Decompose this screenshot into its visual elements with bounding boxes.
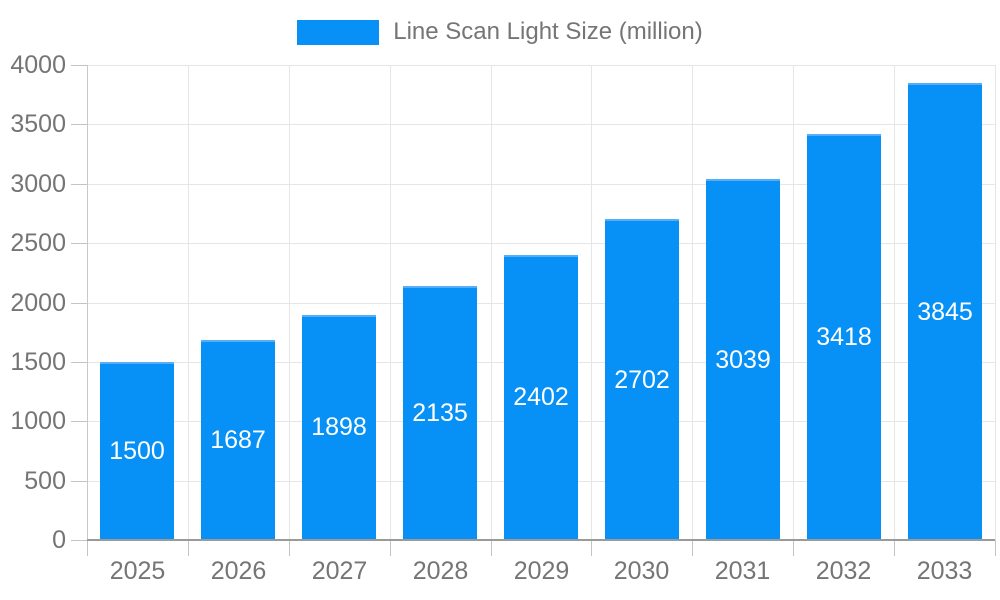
gridline-vertical [188,65,189,540]
legend: Line Scan Light Size (million) [0,16,1000,48]
x-axis-label: 2026 [210,557,267,585]
x-axis-label: 2031 [714,557,771,585]
x-axis-tick [995,540,996,556]
y-axis-tick [71,362,87,363]
gridline-vertical [491,65,492,540]
x-axis-label: 2033 [916,557,973,585]
y-axis-tick [71,65,87,66]
legend-color-swatch-icon [297,19,380,45]
y-axis-label: 1500 [10,348,66,376]
gridline-vertical [289,65,290,540]
gridline-vertical [793,65,794,540]
legend-item[interactable]: Line Scan Light Size (million) [297,18,703,46]
bar-value-label: 2702 [614,366,670,394]
y-axis-tick [71,481,87,482]
bar-2028[interactable] [403,286,477,540]
bar-2026[interactable] [201,340,275,540]
legend-label: Line Scan Light Size (million) [393,18,703,45]
y-axis-label: 3500 [10,110,66,138]
bar-value-label: 3845 [917,298,973,326]
y-axis-label: 2500 [10,229,66,257]
gridline-horizontal [87,243,995,244]
x-axis-tick [491,540,492,556]
y-axis-label: 0 [52,526,66,554]
y-axis-tick [71,540,87,541]
bar-value-label: 1898 [311,413,367,441]
bar-value-label: 2402 [513,383,569,411]
bar-value-label: 2135 [412,399,468,427]
x-axis-tick [894,540,895,556]
bar-value-label: 1500 [109,437,165,465]
x-axis-tick [692,540,693,556]
bar-2029[interactable] [504,255,578,540]
gridline-vertical [692,65,693,540]
gridline-horizontal [87,184,995,185]
x-axis-label: 2029 [513,557,570,585]
y-axis-label: 3000 [10,170,66,198]
x-axis-label: 2032 [815,557,872,585]
bar-2030[interactable] [605,219,679,540]
gridline-horizontal [87,65,995,66]
gridline-vertical [995,65,996,540]
x-axis-tick [289,540,290,556]
x-axis-tick [793,540,794,556]
y-axis-label: 2000 [10,289,66,317]
y-axis-tick [71,421,87,422]
y-axis-tick [71,243,87,244]
y-axis-line [87,65,88,540]
y-axis-tick [71,184,87,185]
x-axis-label: 2028 [412,557,469,585]
gridline-horizontal [87,124,995,125]
gridline-vertical [390,65,391,540]
bar-value-label: 3039 [715,346,771,374]
gridline-vertical [894,65,895,540]
bar-value-label: 3418 [816,323,872,351]
x-axis-tick [188,540,189,556]
y-axis-tick [71,124,87,125]
bar-2025[interactable] [100,362,174,540]
bar-2027[interactable] [302,315,376,540]
y-axis-label: 500 [24,467,66,495]
gridline-vertical [591,65,592,540]
x-axis-tick [591,540,592,556]
bar-2033[interactable] [908,83,982,540]
x-axis-tick [390,540,391,556]
x-axis-label: 2030 [613,557,670,585]
bar-2031[interactable] [706,179,780,540]
y-axis-label: 4000 [10,51,66,79]
x-axis-line [87,539,995,541]
y-axis-label: 1000 [10,407,66,435]
bar-2032[interactable] [807,134,881,540]
y-axis-tick [71,303,87,304]
x-axis-label: 2027 [311,557,368,585]
bar-value-label: 1687 [210,426,266,454]
x-axis-label: 2025 [109,557,166,585]
x-axis-tick [87,540,88,556]
